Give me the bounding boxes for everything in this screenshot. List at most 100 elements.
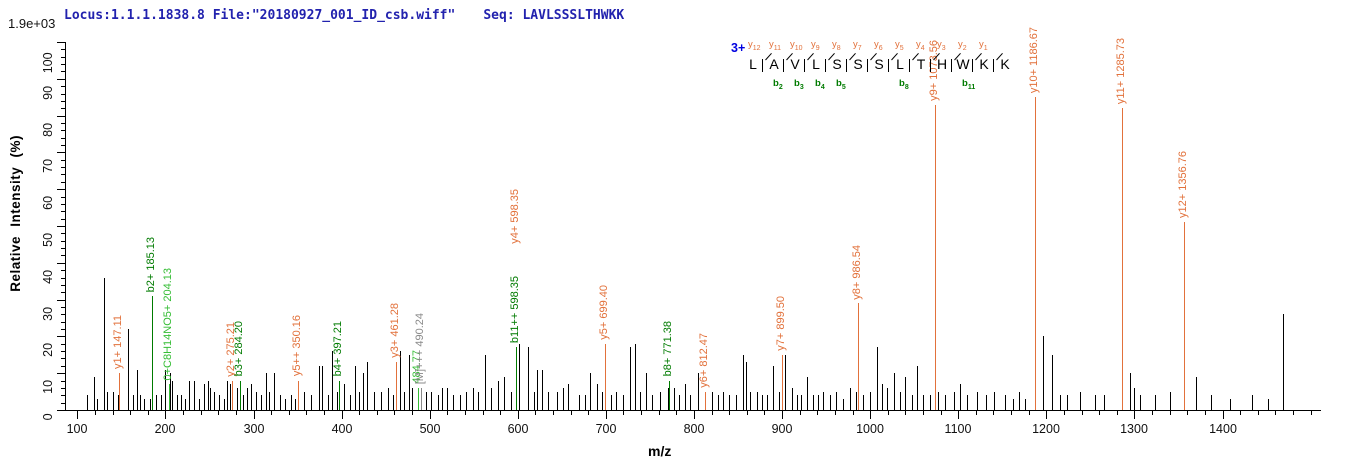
x-minor-tick [729, 411, 730, 415]
precursor-charge-label: 3+ [731, 41, 746, 55]
ion-label: [M]+++ 490.24 [414, 312, 426, 384]
residue-letter: A [769, 56, 779, 72]
labeled-spectrum-peak [1184, 222, 1185, 410]
y-minor-tick [61, 358, 65, 359]
x-minor-tick [1187, 411, 1188, 415]
spectrum-peak [412, 388, 413, 410]
spectrum-peak [792, 388, 793, 410]
spectrum-peak [977, 392, 978, 410]
y-minor-tick [61, 123, 65, 124]
x-minor-tick [1170, 411, 1171, 415]
x-minor-tick [95, 411, 96, 415]
spectrum-peak [674, 388, 675, 410]
spectrum-peak [568, 384, 569, 410]
labeled-spectrum-peak [516, 347, 517, 410]
spectrum-peak [363, 373, 364, 410]
fragment-boundary-marker [783, 59, 784, 72]
y-axis-line [65, 42, 66, 411]
x-major-tick [958, 411, 959, 419]
x-minor-tick [553, 411, 554, 415]
labeled-spectrum-peak [705, 392, 706, 410]
y-minor-tick [61, 64, 65, 65]
spectrum-peak [219, 395, 220, 410]
spectrum-peak [597, 384, 598, 410]
spectrum-peak [133, 395, 134, 410]
spectrum-peak [498, 381, 499, 410]
x-minor-tick [571, 411, 572, 415]
spectrum-peak [1211, 395, 1212, 410]
labeled-spectrum-peak [298, 381, 299, 410]
spectrum-peak [718, 395, 719, 410]
y-minor-tick [61, 86, 65, 87]
spectrum-peak [261, 395, 262, 410]
spectrum-peak [237, 388, 238, 410]
x-minor-tick [447, 411, 448, 415]
y-minor-tick [61, 285, 65, 286]
b-ion-marker-label: b11 [962, 78, 976, 91]
x-minor-tick [1011, 411, 1012, 415]
spectrum-peak [1005, 395, 1006, 410]
labeled-spectrum-peak [669, 381, 670, 410]
y-minor-tick [61, 211, 65, 212]
spectrum-peak [485, 355, 486, 410]
y-minor-tick [61, 71, 65, 72]
spectrum-peak [900, 392, 901, 410]
spectrum-header: Locus:1.1.1.1838.8 File:"20180927_001_ID… [64, 8, 624, 23]
spectrum-peak [579, 395, 580, 410]
ion-label: y1+ 147.11 [112, 315, 124, 370]
spectrum-peak [438, 395, 439, 410]
spectrum-peak [986, 395, 987, 410]
ion-label: y4+ 598.35 [509, 188, 521, 244]
fragment-boundary-marker [951, 59, 952, 72]
spectrum-peak [172, 381, 173, 410]
y-ion-marker-label: y9 [811, 39, 820, 52]
x-minor-tick [500, 411, 501, 415]
y-ion-marker-label: y3 [937, 39, 946, 52]
x-minor-tick [1311, 411, 1312, 415]
spectrum-peak [818, 395, 819, 410]
spectrum-peak [1052, 355, 1053, 410]
spectrum-peak [807, 377, 808, 410]
spectrum-peak [311, 395, 312, 410]
y-minor-tick [61, 344, 65, 345]
x-minor-tick [659, 411, 660, 415]
spectrum-peak [466, 392, 467, 410]
y-minor-tick [61, 219, 65, 220]
x-minor-tick [1117, 411, 1118, 415]
spectrum-peak [611, 395, 612, 410]
x-major-tick [606, 411, 607, 419]
x-tick-label: 500 [419, 422, 441, 436]
y-tick-label: 50 [41, 232, 55, 247]
x-tick-label: 1300 [1120, 422, 1148, 436]
spectrum-peak [1104, 395, 1105, 410]
x-tick-label: 800 [683, 422, 705, 436]
spectrum-peak [426, 392, 427, 410]
spectrum-peak [404, 392, 405, 410]
ion-label: 0+C8H14NO5+ 204.13 [162, 267, 174, 381]
ion-label: b11++ 598.35 [509, 276, 521, 344]
y-minor-tick [61, 233, 65, 234]
y-ion-marker-label: y5 [895, 39, 904, 52]
spectrum-peak [1067, 395, 1068, 410]
y-minor-tick [61, 108, 65, 109]
spectrum-peak [623, 395, 624, 410]
spectrum-peak [938, 392, 939, 410]
y-tick-label: 30 [41, 306, 55, 321]
labeled-spectrum-peak [152, 296, 153, 410]
spectrum-peak [227, 381, 228, 410]
spectrum-peak [355, 366, 356, 410]
labeled-spectrum-peak [605, 344, 606, 410]
x-major-tick [430, 411, 431, 419]
x-minor-tick [148, 411, 149, 415]
y-tick-label: 70 [41, 158, 55, 173]
spectrum-peak [473, 388, 474, 410]
y-tick-label: 0 [41, 413, 55, 421]
x-minor-tick [183, 411, 184, 415]
x-minor-tick [993, 411, 994, 415]
labeled-spectrum-peak [339, 381, 340, 410]
y-major-tick [57, 300, 65, 301]
ion-label: y5++ 350.16 [291, 315, 303, 377]
locus-file-text: Locus:1.1.1.1838.8 File:"20180927_001_ID… [64, 8, 456, 23]
spectrum-peak [548, 392, 549, 410]
spectrum-peak [194, 381, 195, 410]
